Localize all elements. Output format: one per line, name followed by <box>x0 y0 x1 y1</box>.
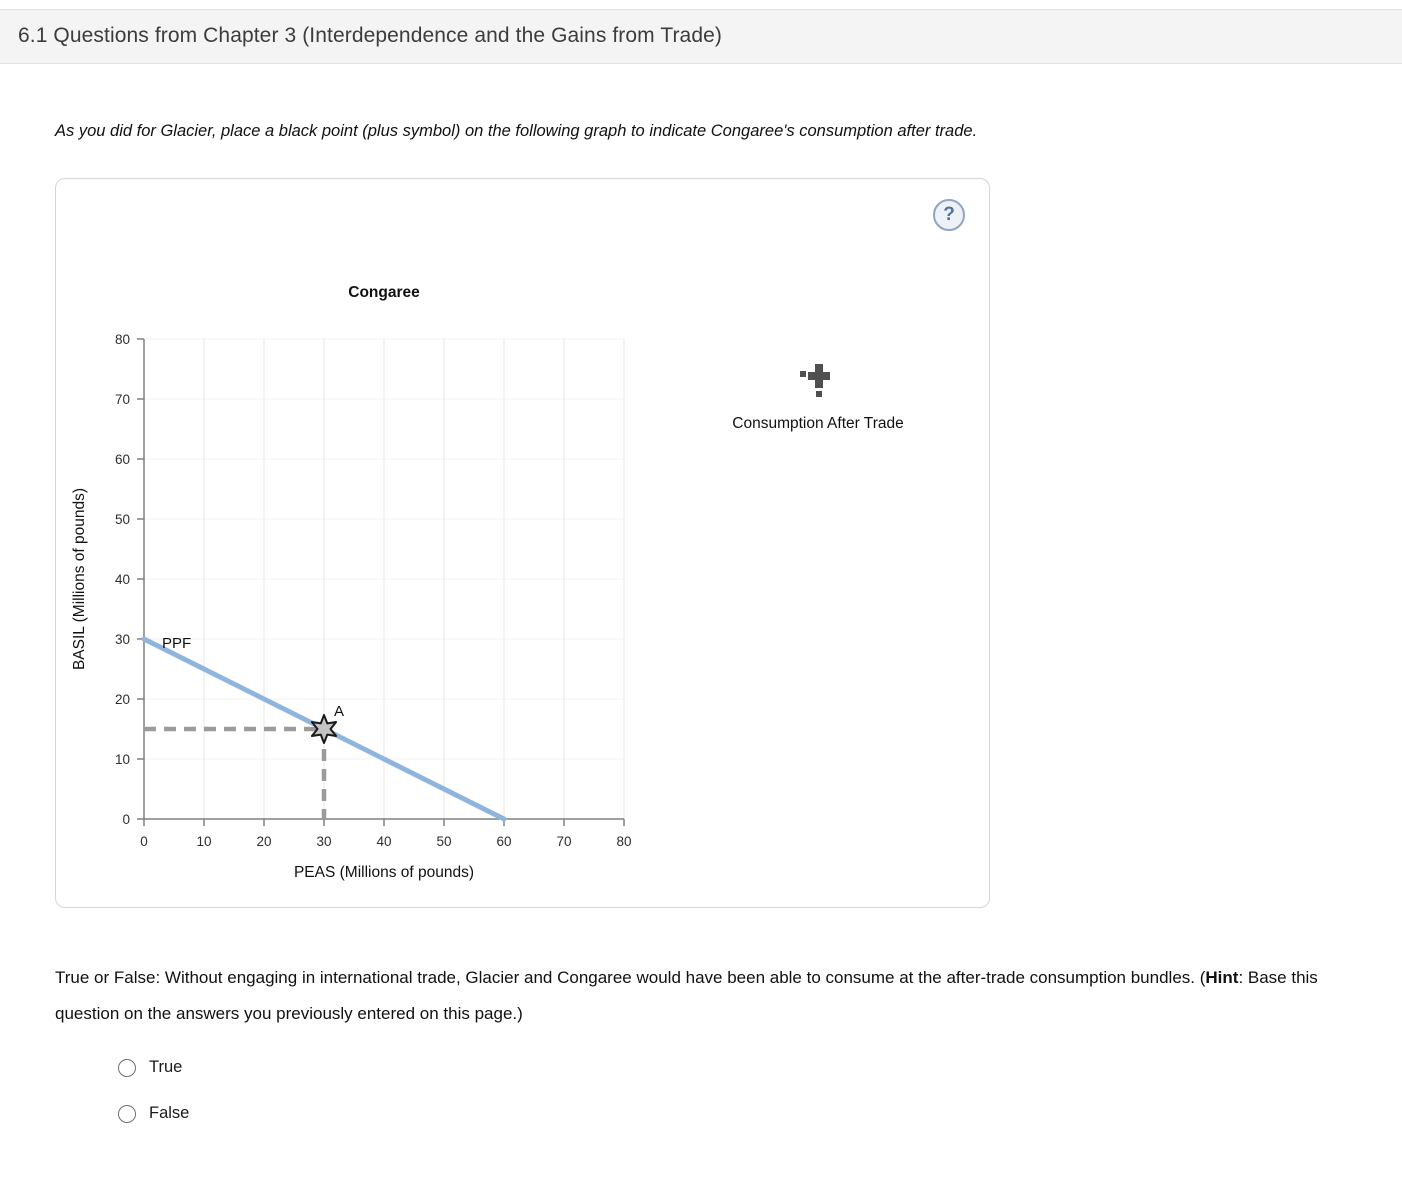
x-tick-label: 20 <box>256 834 271 849</box>
x-tick-label: 60 <box>496 834 511 849</box>
chart-area[interactable]: 0 10 20 30 40 50 60 70 80 0 10 20 30 40 50 60 70 80 PPF A Co… <box>64 279 704 904</box>
point-a-marker[interactable] <box>310 714 338 744</box>
x-tick-label: 30 <box>316 834 331 849</box>
x-tick-label: 10 <box>196 834 211 849</box>
question-text-part1: True or False: Without engaging in inter… <box>55 968 1206 987</box>
radio-false[interactable] <box>118 1104 136 1123</box>
x-tick-label: 50 <box>436 834 451 849</box>
y-tick-label: 40 <box>115 572 130 587</box>
x-tick-label: 0 <box>140 834 148 849</box>
question-text-part2: : Base this question on the answers you … <box>55 968 1318 1023</box>
section-title: 6.1 Questions from Chapter 3 (Interdepen… <box>18 24 722 47</box>
y-tick-label: 50 <box>115 512 130 527</box>
x-tick-label: 80 <box>616 834 631 849</box>
tool-label: Consumption After Trade <box>732 415 904 432</box>
question-text: True or False: Without engaging in inter… <box>55 960 1355 1032</box>
y-tick-label: 30 <box>115 632 130 647</box>
y-tick-label: 20 <box>115 692 130 707</box>
point-a-label: A <box>334 703 344 720</box>
ppf-label: PPF <box>162 635 191 652</box>
instruction-text: As you did for Glacier, place a black po… <box>55 122 978 140</box>
graph-question-panel: ? 0 10 20 30 40 50 60 70 80 0 10 20 30 40 50 60 70 80 PPF A… <box>55 178 990 908</box>
y-tick-label: 80 <box>115 332 130 347</box>
x-tick-label: 40 <box>376 834 391 849</box>
option-true-label: True <box>149 1058 183 1076</box>
option-false[interactable]: False <box>118 1104 189 1123</box>
x-tick-label: 70 <box>556 834 571 849</box>
x-axis-label: PEAS (Millions of pounds) <box>294 864 474 881</box>
ppf-chart[interactable]: 0 10 20 30 40 50 60 70 80 0 10 20 30 40 50 60 70 80 PPF A Co… <box>64 279 704 899</box>
y-tick-label: 60 <box>115 452 130 467</box>
question-mark-icon: ? <box>943 204 955 225</box>
y-tick-label: 70 <box>115 392 130 407</box>
hint-label: Hint <box>1205 968 1239 987</box>
option-true[interactable]: True <box>118 1058 182 1077</box>
y-axis-label: BASIL (Millions of pounds) <box>71 488 88 670</box>
consumption-tool: Consumption After Trade <box>653 364 983 433</box>
option-false-label: False <box>149 1104 190 1122</box>
y-tick-label: 0 <box>122 812 130 827</box>
plus-point-tool-icon[interactable] <box>799 364 837 403</box>
page-content: As you did for Glacier, place a black po… <box>0 122 1402 1180</box>
answer-options: True False <box>118 1058 1402 1123</box>
radio-true[interactable] <box>118 1058 136 1077</box>
y-tick-label: 10 <box>115 752 130 767</box>
section-header: 6.1 Questions from Chapter 3 (Interdepen… <box>0 9 1402 64</box>
help-button[interactable]: ? <box>933 199 965 231</box>
chart-title: Congaree <box>348 284 420 301</box>
